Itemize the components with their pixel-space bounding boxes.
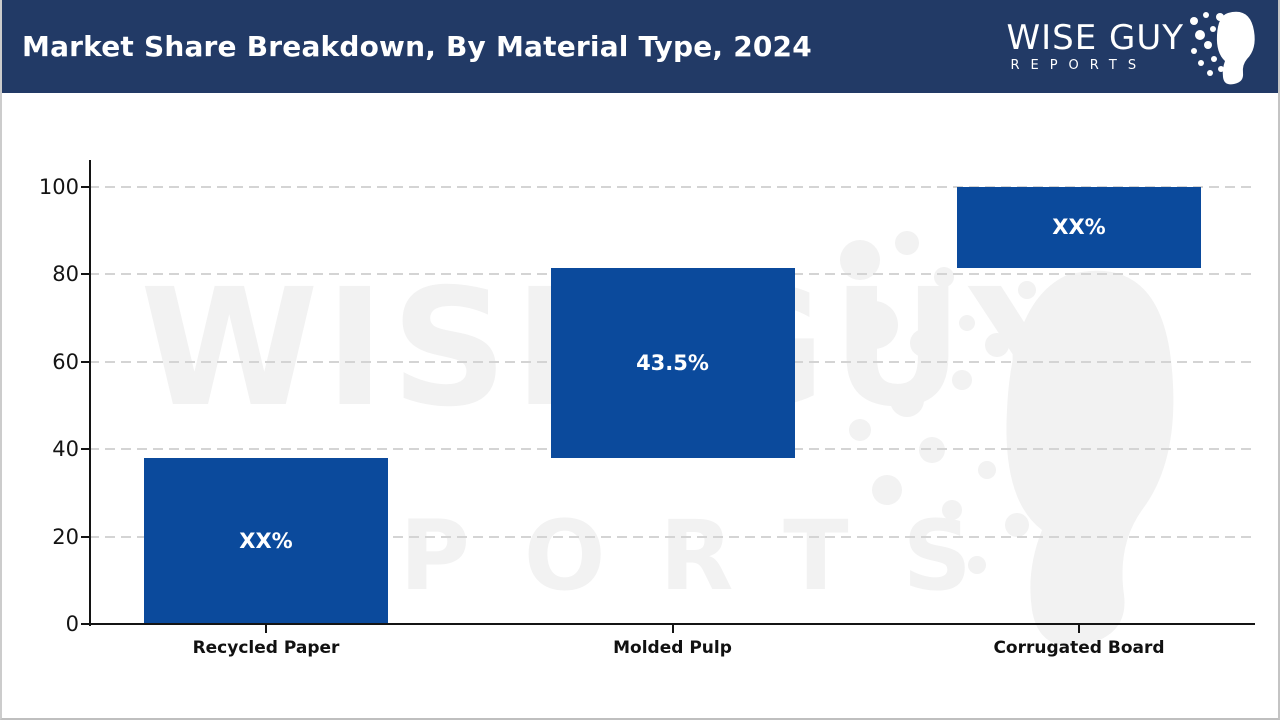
brand-logo: WISE GUY REPORTS — [1006, 7, 1264, 87]
gridline — [89, 186, 1255, 188]
y-axis-tick — [81, 448, 89, 451]
y-axis-tick — [81, 186, 89, 188]
y-axis-tick-label: 0 — [65, 612, 79, 636]
page-title: Market Share Breakdown, By Material Type… — [22, 30, 812, 63]
x-axis-category-label: Recycled Paper — [192, 638, 340, 658]
header-bar: Market Share Breakdown, By Material Type… — [2, 0, 1278, 93]
x-axis-category-label: Molded Pulp — [613, 638, 732, 658]
bar-recycled-paper: XX% — [144, 457, 388, 624]
y-axis-tick-label: 20 — [52, 524, 79, 549]
y-axis-tick-label: 100 — [38, 175, 79, 199]
bar-corrugated-board: XX% — [957, 187, 1201, 268]
x-axis-tick — [265, 625, 267, 633]
y-axis-line — [89, 160, 91, 626]
brand-name: WISE GUY — [1006, 17, 1184, 58]
gridline — [89, 535, 1255, 538]
y-axis-tick — [81, 360, 89, 363]
y-axis-tick-label: 80 — [52, 262, 79, 287]
x-axis-tick — [1078, 625, 1080, 633]
y-axis-tick-label: 60 — [52, 349, 79, 374]
y-axis-tick — [81, 535, 89, 538]
x-axis-tick — [671, 625, 674, 633]
bar-value-label: XX% — [239, 528, 293, 553]
dotted-head-profile-icon — [1190, 11, 1255, 84]
y-axis-tick — [81, 623, 89, 625]
bar-value-label: 43.5% — [636, 350, 709, 375]
y-axis-tick — [81, 273, 89, 276]
x-axis-category-label: Corrugated Board — [993, 638, 1165, 658]
y-axis-tick-label: 40 — [52, 437, 79, 462]
x-axis-line — [89, 623, 1255, 625]
brand-subtitle: REPORTS — [1010, 57, 1148, 73]
bar-value-label: XX% — [1052, 215, 1106, 240]
bar-molded-pulp: 43.5% — [550, 267, 795, 458]
